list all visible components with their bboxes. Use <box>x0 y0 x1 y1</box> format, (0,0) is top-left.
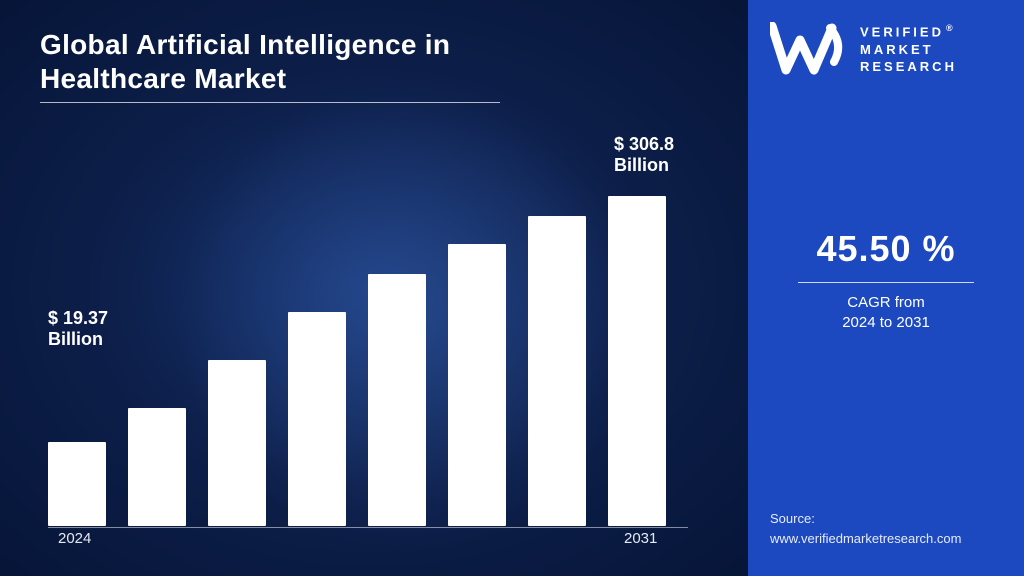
bar-4 <box>368 274 426 526</box>
last-value-amount: $ 306.8 <box>614 134 674 154</box>
cagr-caption-line2: 2024 to 2031 <box>842 314 930 331</box>
brand-line-3: RESEARCH <box>860 59 957 74</box>
first-value-unit: Billion <box>48 329 103 349</box>
cagr-underline <box>798 282 974 283</box>
xtick-first: 2024 <box>58 530 91 547</box>
chart-panel: Global Artificial Intelligence in Health… <box>0 0 748 576</box>
x-axis-line <box>48 527 688 528</box>
x-axis: 2024 2031 <box>48 530 688 550</box>
page-title: Global Artificial Intelligence in Health… <box>40 28 560 95</box>
cagr-caption-line1: CAGR from <box>847 294 925 311</box>
brand-line-2: MARKET <box>860 42 934 57</box>
bar-2 <box>208 360 266 526</box>
bar-3 <box>288 312 346 526</box>
last-bar-value: $ 306.8 Billion <box>614 134 674 175</box>
cagr-value: 45.50 % <box>748 228 1024 270</box>
brand-logo: VERIFIED® MARKET RESEARCH <box>770 22 957 76</box>
bar-5 <box>448 244 506 526</box>
bar-1 <box>128 408 186 526</box>
logo-mark-icon <box>770 22 846 76</box>
brand-line-1: VERIFIED <box>860 24 944 39</box>
source-label: Source: <box>770 511 815 526</box>
bar-chart: $ 19.37 Billion $ 306.8 Billion <box>48 186 688 526</box>
first-value-amount: $ 19.37 <box>48 308 108 328</box>
source-url: www.verifiedmarketresearch.com <box>770 531 961 546</box>
first-bar-value: $ 19.37 Billion <box>48 308 108 349</box>
last-value-unit: Billion <box>614 155 669 175</box>
bar-0 <box>48 442 106 526</box>
infographic-root: Global Artificial Intelligence in Health… <box>0 0 1024 576</box>
xtick-last: 2031 <box>624 530 657 547</box>
source-block: Source: www.verifiedmarketresearch.com <box>770 509 961 548</box>
brand-name: VERIFIED® MARKET RESEARCH <box>860 22 957 76</box>
cagr-caption: CAGR from 2024 to 2031 <box>748 293 1024 334</box>
bar-6 <box>528 216 586 526</box>
sidebar: VERIFIED® MARKET RESEARCH 45.50 % CAGR f… <box>748 0 1024 576</box>
title-underline <box>40 102 500 103</box>
bar-7 <box>608 196 666 526</box>
registered-mark: ® <box>946 23 956 33</box>
cagr-block: 45.50 % CAGR from 2024 to 2031 <box>748 228 1024 334</box>
